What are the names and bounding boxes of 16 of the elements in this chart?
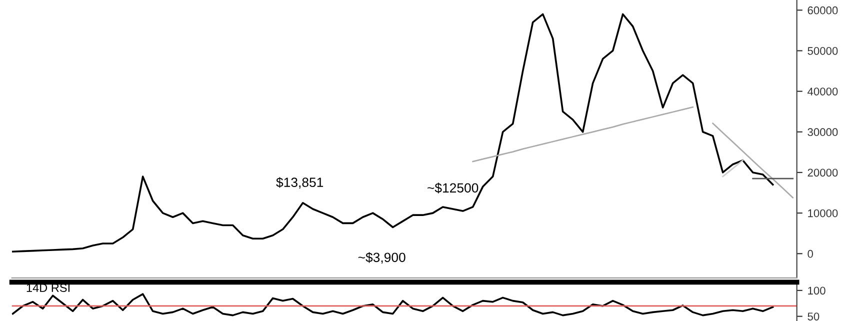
y-tick-label: 40000 [808,88,838,96]
line-series [712,122,794,198]
annotation: $13,851 [276,177,324,189]
y-tick-label: 20000 [808,168,838,177]
y-tick-label: 100 [808,286,826,295]
y-tick-label: 50 [808,312,820,320]
y-tick-label: 50000 [808,46,838,55]
annotation: ~$12500 [428,182,478,194]
line-series [12,293,774,316]
y-tick-label: 60000 [808,6,838,14]
annotation: ~$3,900 [358,252,406,264]
y-tick-label: 10000 [808,209,838,218]
y-tick-label: 30000 [808,128,838,136]
line-series [472,106,694,162]
line-series [12,13,774,253]
y-tick-label: 0 [808,250,813,258]
